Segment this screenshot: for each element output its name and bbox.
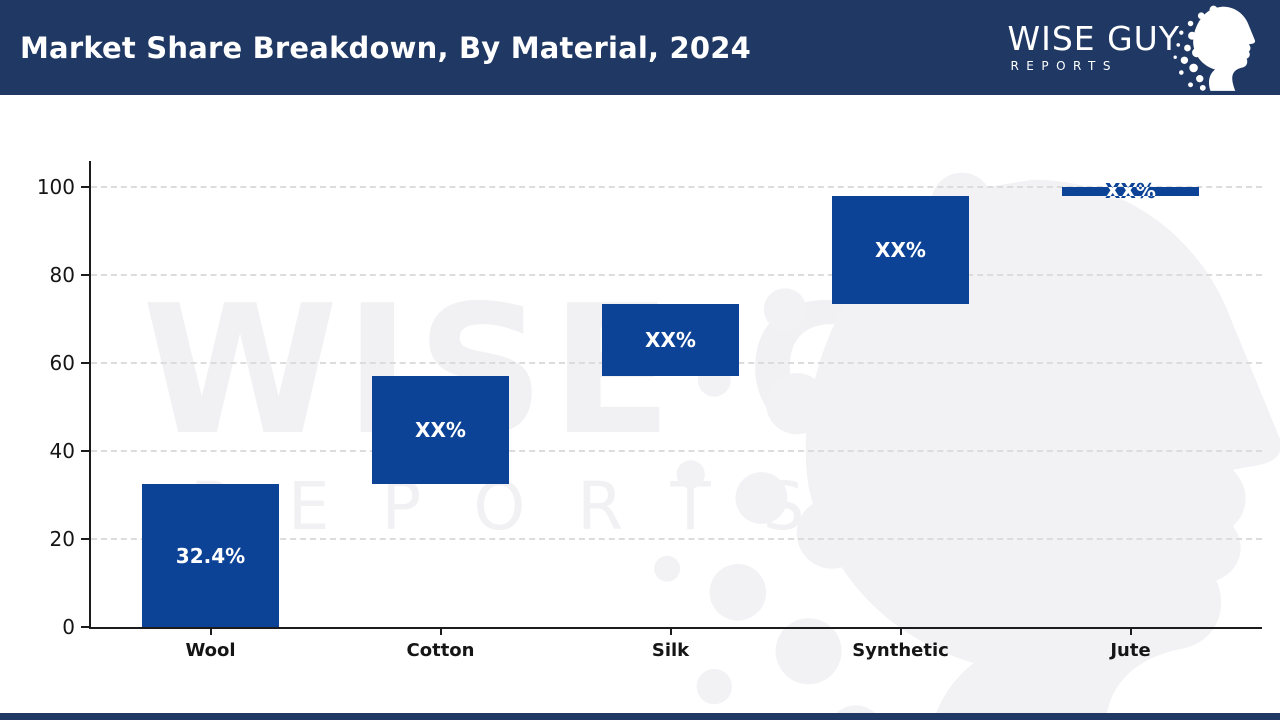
brand-logo: WISE GUY REPORTS — [1007, 5, 1258, 91]
gridline-40 — [91, 450, 1262, 452]
y-axis-line — [89, 161, 91, 629]
ytick-label-80: 80 — [49, 263, 75, 287]
ytick-label-100: 100 — [36, 175, 75, 199]
footer-strip — [0, 713, 1280, 720]
ytick-mark-100 — [81, 186, 89, 188]
bar-label-clip-silk: XX% — [572, 304, 769, 376]
bar-silk: XX% XX% — [602, 304, 739, 377]
xaxis-label-jute: Jute — [1110, 640, 1151, 661]
bar-label-clip-synthetic: XX% — [802, 196, 999, 304]
bar-label-silk: XX% — [645, 328, 696, 353]
bar-label-outer-wool: 32.4% — [175, 543, 246, 568]
ytick-label-60: 60 — [49, 351, 75, 375]
bar-label-jute: XX% — [1032, 187, 1229, 196]
xtick-mark-wool — [209, 629, 212, 635]
ytick-label-0: 0 — [62, 615, 75, 639]
ytick-mark-0 — [81, 626, 89, 628]
ytick-mark-40 — [81, 450, 89, 452]
ytick-mark-20 — [81, 538, 89, 540]
ytick-mark-60 — [81, 362, 89, 364]
xtick-mark-synthetic — [899, 629, 902, 635]
ytick-label-40: 40 — [49, 439, 75, 463]
gridline-20 — [91, 538, 1262, 540]
ytick-label-20: 20 — [49, 527, 75, 551]
bar-cotton: XX% XX% — [372, 376, 509, 485]
xaxis-label-silk: Silk — [651, 640, 690, 661]
xaxis-label-cotton: Cotton — [406, 640, 475, 661]
logo-subtext: REPORTS — [1010, 59, 1118, 73]
ytick-mark-80 — [81, 274, 89, 276]
brand-logo-text: WISE GUY REPORTS — [1007, 22, 1180, 73]
xtick-mark-jute — [1129, 629, 1132, 635]
bar-label-clip-jute: XX% — [1032, 187, 1229, 196]
header-bar: Market Share Breakdown, By Material, 202… — [0, 0, 1280, 95]
bar-synthetic: XX% XX% — [832, 195, 969, 305]
logo-face-icon — [1173, 5, 1256, 91]
bar-label-synthetic: XX% — [875, 237, 926, 262]
gridline-80 — [91, 274, 1262, 276]
xtick-mark-cotton — [439, 629, 442, 635]
bar-label-cotton: XX% — [415, 418, 466, 443]
bar-jute: XX%XX% — [1062, 179, 1199, 203]
bar-label-wool: 32.4% — [175, 543, 246, 568]
bar-label-clip-wool: 32.4% — [112, 484, 309, 627]
xaxis-label-wool: Wool — [185, 640, 236, 661]
bar-label-outer-silk: XX% — [645, 328, 696, 353]
xaxis-label-synthetic: Synthetic — [852, 640, 949, 661]
page-title: Market Share Breakdown, By Material, 202… — [20, 30, 752, 65]
x-axis-line — [89, 627, 1262, 629]
xtick-mark-silk — [669, 629, 672, 635]
bar-label-outer-cotton: XX% — [415, 418, 466, 443]
bar-label-clip-cotton: XX% — [342, 376, 539, 484]
gridline-100 — [91, 186, 1262, 188]
bar-wool: 32.4% 32.4% — [142, 484, 279, 627]
logo-wordmark: WISE GUY — [1007, 19, 1180, 58]
